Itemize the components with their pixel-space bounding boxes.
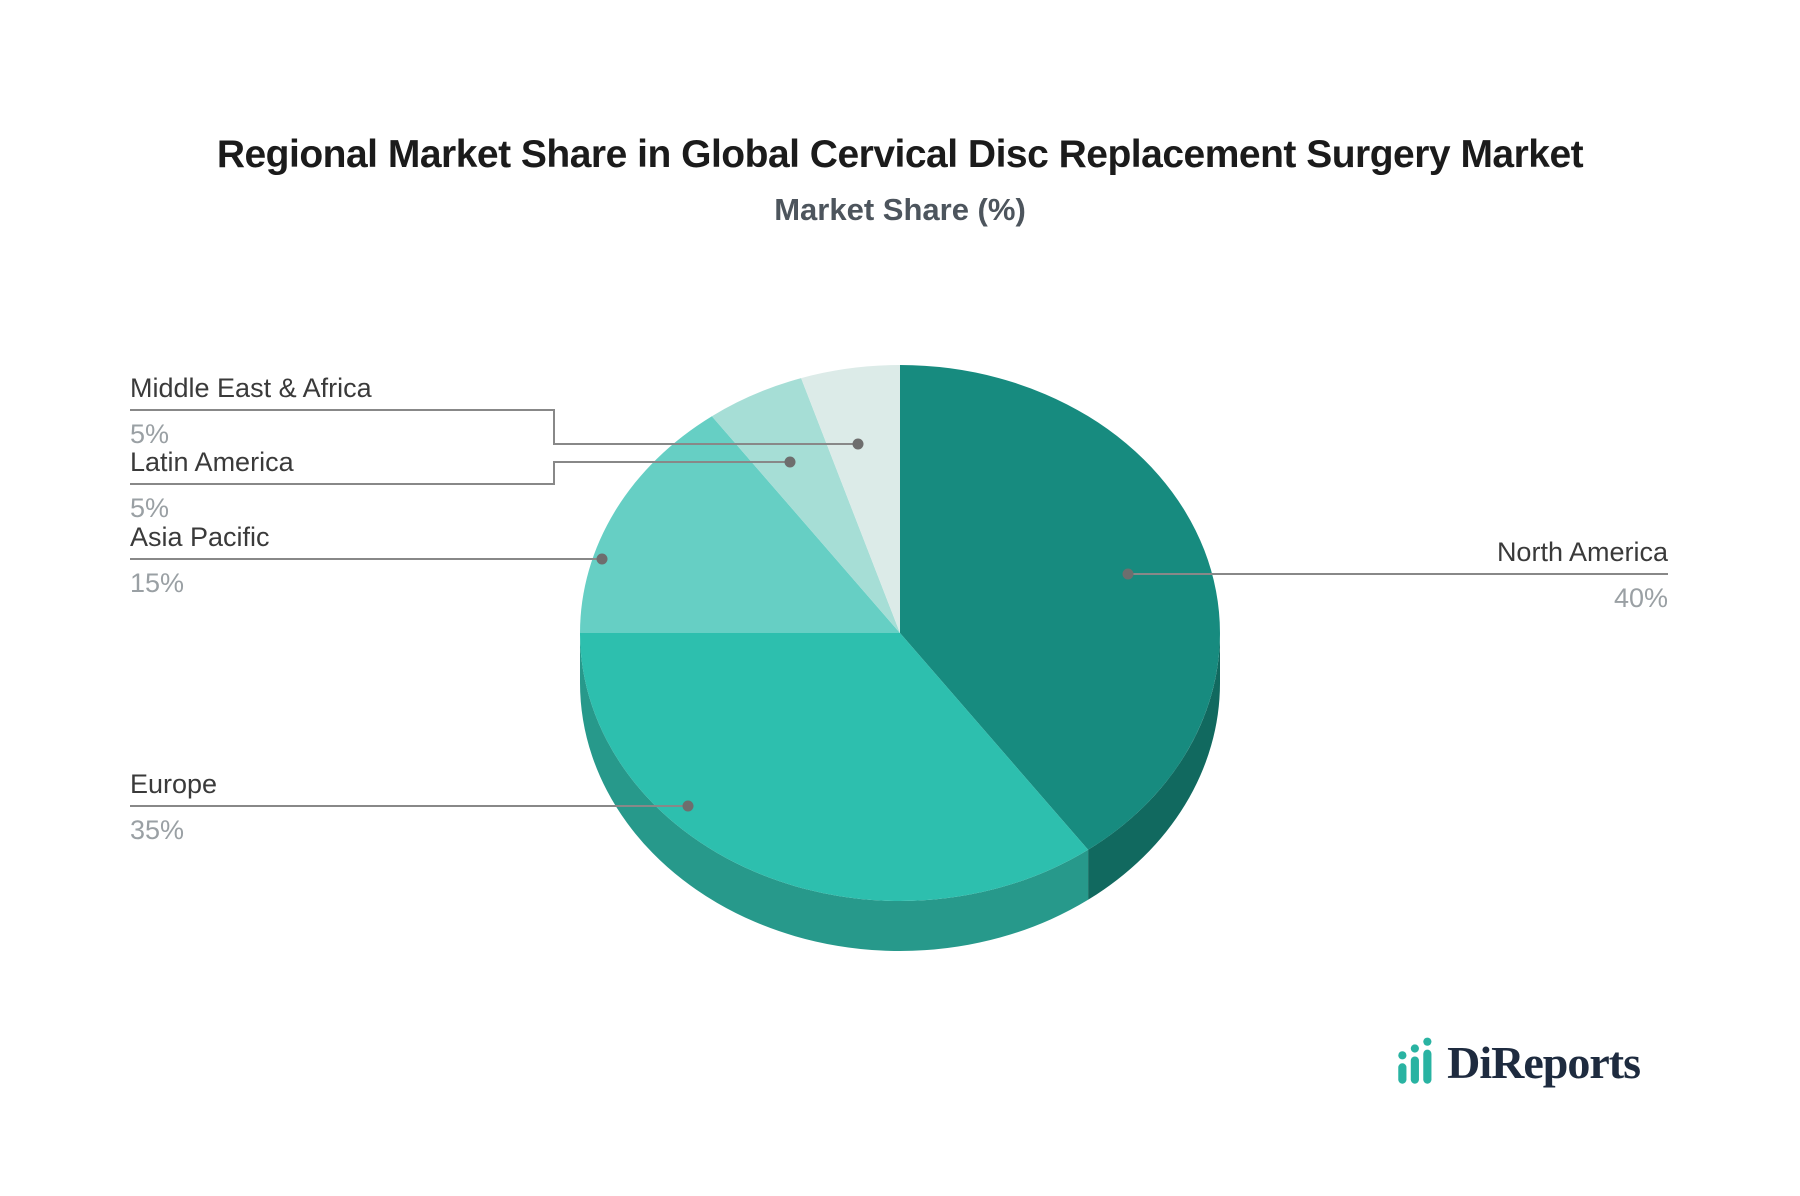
value-north-america: 40%: [1613, 583, 1668, 613]
value-latin-america: 5%: [130, 493, 170, 523]
pie-slice-asia-pacific: [580, 416, 900, 633]
pie-slice-north-america: [900, 365, 1220, 850]
direports-logo: DiReports: [1393, 1036, 1641, 1088]
value-europe: 35%: [130, 815, 185, 845]
leader-dot-middle-east-africa: [852, 438, 864, 450]
chart-subtitle: Market Share (%): [774, 192, 1026, 227]
label-europe: Europe: [130, 769, 218, 799]
label-middle-east-africa: Middle East & Africa: [130, 373, 372, 403]
pie-slice-middle-east-africa: [801, 365, 900, 633]
leader-latin-america: [130, 461, 790, 485]
leader-dot-europe: [682, 800, 694, 812]
pie-3d-rim: [580, 633, 1220, 951]
leader-dot-latin-america: [784, 456, 796, 468]
pie-rim-europe: [580, 633, 1089, 951]
pie-slices: [580, 365, 1220, 901]
pie-slice-europe: [580, 633, 1089, 901]
pie-slice-latin-america: [711, 378, 900, 633]
logo-text: DiReports: [1447, 1037, 1641, 1088]
value-asia-pacific: 15%: [130, 568, 185, 598]
leader-dots: [596, 438, 1134, 812]
label-latin-america: Latin America: [130, 447, 294, 477]
label-asia-pacific: Asia Pacific: [130, 522, 270, 552]
chart-title: Regional Market Share in Global Cervical…: [216, 133, 1584, 176]
ascending-bars-icon: [1398, 1037, 1432, 1084]
pie-rim-north-america: [1088, 633, 1220, 900]
leader-lines: [130, 409, 1668, 812]
value-middle-east-africa: 5%: [130, 419, 170, 449]
leader-dot-asia-pacific: [596, 553, 608, 565]
leader-dot-north-america: [1122, 568, 1134, 580]
leader-middle-east-africa: [130, 409, 858, 445]
label-north-america: North America: [1496, 537, 1668, 567]
